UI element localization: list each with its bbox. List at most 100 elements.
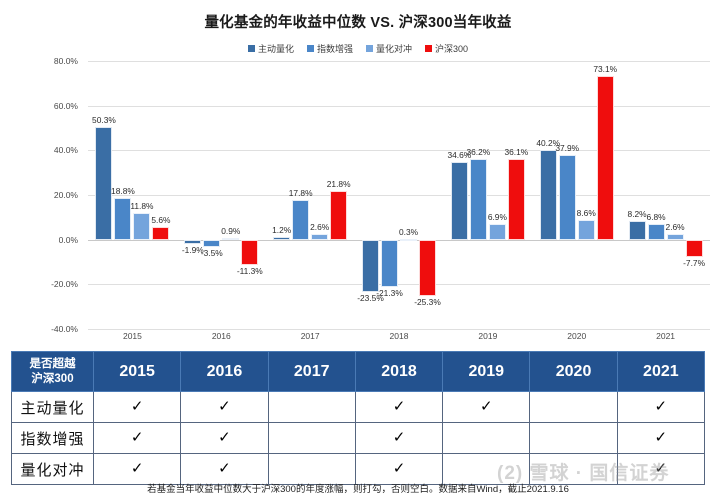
bar-value-label: -21.3% xyxy=(376,288,403,299)
table-cell-check: ✓ xyxy=(354,422,444,454)
bar-value-label: 0.9% xyxy=(221,225,241,236)
y-axis-tick-label: 0.0% xyxy=(58,234,78,245)
bar[interactable] xyxy=(507,159,525,240)
table-cell-check: ✓ xyxy=(180,391,269,423)
bar[interactable] xyxy=(184,239,202,244)
bar[interactable] xyxy=(330,190,348,240)
bar-value-label: 37.9% xyxy=(555,143,580,154)
bar-value-label: 2.6% xyxy=(665,221,685,232)
bar[interactable] xyxy=(419,239,436,297)
bar-slot: 40.2% xyxy=(536,61,560,329)
bar-value-label: 1.2% xyxy=(272,224,292,235)
bar-group: 8.2% 6.8% 2.6% -7.7% xyxy=(621,61,710,329)
table-body: 主动量化 ✓ ✓ ✓ ✓ ✓ 指数增强 ✓ ✓ ✓ ✓ 量化对冲 ✓ ✓ ✓ ✓ xyxy=(11,391,706,485)
bar[interactable] xyxy=(311,233,329,240)
bar[interactable] xyxy=(222,237,240,240)
table-cell-empty xyxy=(267,453,356,485)
y-axis-tick-label: 60.0% xyxy=(53,100,78,111)
bar[interactable] xyxy=(203,239,221,248)
x-axis-tick-label: 2015 xyxy=(122,331,142,341)
gridline xyxy=(88,105,710,107)
bar-value-label: 36.2% xyxy=(466,146,491,157)
legend-label: 沪深300 xyxy=(435,43,469,54)
bar-slot: -23.5% xyxy=(357,61,384,329)
legend-swatch-icon xyxy=(247,44,255,52)
gridline xyxy=(88,239,710,241)
x-axis-tick-label: 2017 xyxy=(300,331,320,341)
bar-group: 1.2% 17.8% 2.6% 21.8% xyxy=(266,61,355,329)
bar[interactable] xyxy=(469,158,487,240)
bar-value-label: -7.7% xyxy=(683,257,706,268)
bar-slot: 73.1% xyxy=(593,61,617,329)
bar[interactable] xyxy=(114,197,132,240)
bar[interactable] xyxy=(152,227,170,240)
bar-slot: 6.9% xyxy=(488,61,507,329)
table-cell-empty xyxy=(267,422,356,454)
table-cell-empty xyxy=(442,453,531,485)
y-axis-tick-label: -40.0% xyxy=(51,324,78,334)
bar-value-label: -11.3% xyxy=(236,265,263,276)
table-header-row: 是否超越 沪深300 2015 2016 2017 2018 2019 2020 2021 xyxy=(11,351,706,392)
bar[interactable] xyxy=(292,199,310,240)
check-icon: ✓ xyxy=(218,460,231,477)
y-axis-tick-label: 80.0% xyxy=(53,56,78,66)
bar-slot: 8.6% xyxy=(576,61,596,329)
bar-value-label: 2.6% xyxy=(310,221,330,232)
bar[interactable] xyxy=(577,220,595,240)
bar[interactable] xyxy=(381,239,398,288)
bar-value-label: 8.6% xyxy=(576,208,596,219)
check-icon: ✓ xyxy=(479,398,493,415)
table-header: 是否超越 沪深300 2015 2016 2017 2018 2019 2020 2021 xyxy=(11,351,706,392)
table-row-label: 指数增强 xyxy=(11,422,94,454)
bar[interactable] xyxy=(558,155,576,240)
check-icon: ✓ xyxy=(392,460,406,477)
bar-slot: 0.9% xyxy=(221,61,241,329)
legend-item[interactable]: 主动量化 xyxy=(247,42,294,55)
check-icon: ✓ xyxy=(654,429,668,446)
check-icon: ✓ xyxy=(392,398,406,415)
bar[interactable] xyxy=(685,239,703,257)
table-cell-check: ✓ xyxy=(180,422,269,454)
table-column-header-2020: 2020 xyxy=(529,351,618,392)
table-cell-empty xyxy=(529,422,618,454)
gridline xyxy=(88,150,710,152)
check-icon: ✓ xyxy=(392,429,406,446)
legend-item[interactable]: 沪深300 xyxy=(425,42,468,55)
bar-value-label: 40.2% xyxy=(536,137,561,148)
table-cell-check: ✓ xyxy=(354,391,444,423)
bar[interactable] xyxy=(628,221,646,240)
chart-plot-area: 80.0% 60.0% 40.0% 20.0% 0.0% -20.0% -40.0% 50.… xyxy=(0,56,716,341)
table-column-header-2018: 2018 xyxy=(354,351,444,392)
bar-slot: -11.3% xyxy=(237,61,263,329)
corner-header-line2: 沪深300 xyxy=(31,372,74,385)
bar[interactable] xyxy=(400,238,417,241)
y-axis-tick-label: 20.0% xyxy=(53,190,78,200)
bar[interactable] xyxy=(488,224,506,240)
bar[interactable] xyxy=(241,239,259,265)
legend-item[interactable]: 指数增强 xyxy=(306,42,353,55)
bar[interactable] xyxy=(666,233,684,240)
x-axis-tick-label: 2019 xyxy=(478,331,498,341)
bar-group: -1.9% -3.5% 0.9% -11.3% xyxy=(177,61,266,329)
bar-value-label: 36.1% xyxy=(504,147,529,158)
bar-slot: 5.6% xyxy=(151,61,170,329)
table-cell-check: ✓ xyxy=(92,391,182,423)
bar[interactable] xyxy=(647,224,665,240)
bar[interactable] xyxy=(133,213,151,240)
bar-value-label: 73.1% xyxy=(593,64,618,75)
table-corner-header: 是否超越 沪深300 xyxy=(11,351,94,392)
gridline xyxy=(88,329,710,330)
bar-value-label: 11.8% xyxy=(130,201,154,212)
bar-slot: 34.6% xyxy=(447,61,471,329)
bar[interactable] xyxy=(539,149,557,240)
bar[interactable] xyxy=(450,162,468,240)
page-title: 量化基金的年收益中位数 VS. 沪深300当年收益 xyxy=(204,15,512,31)
bar[interactable] xyxy=(596,76,614,240)
bar[interactable] xyxy=(273,236,291,240)
legend-item[interactable]: 量化对冲 xyxy=(365,42,412,55)
bar-groups: 50.3% 18.8% 11.8% 5.6% -1.9% -3.5% 0.9% -11.3% 1… xyxy=(88,61,710,329)
legend-label: 主动量化 xyxy=(257,43,294,54)
bar[interactable] xyxy=(95,127,113,240)
check-icon: ✓ xyxy=(130,429,144,446)
bar[interactable] xyxy=(362,239,379,293)
